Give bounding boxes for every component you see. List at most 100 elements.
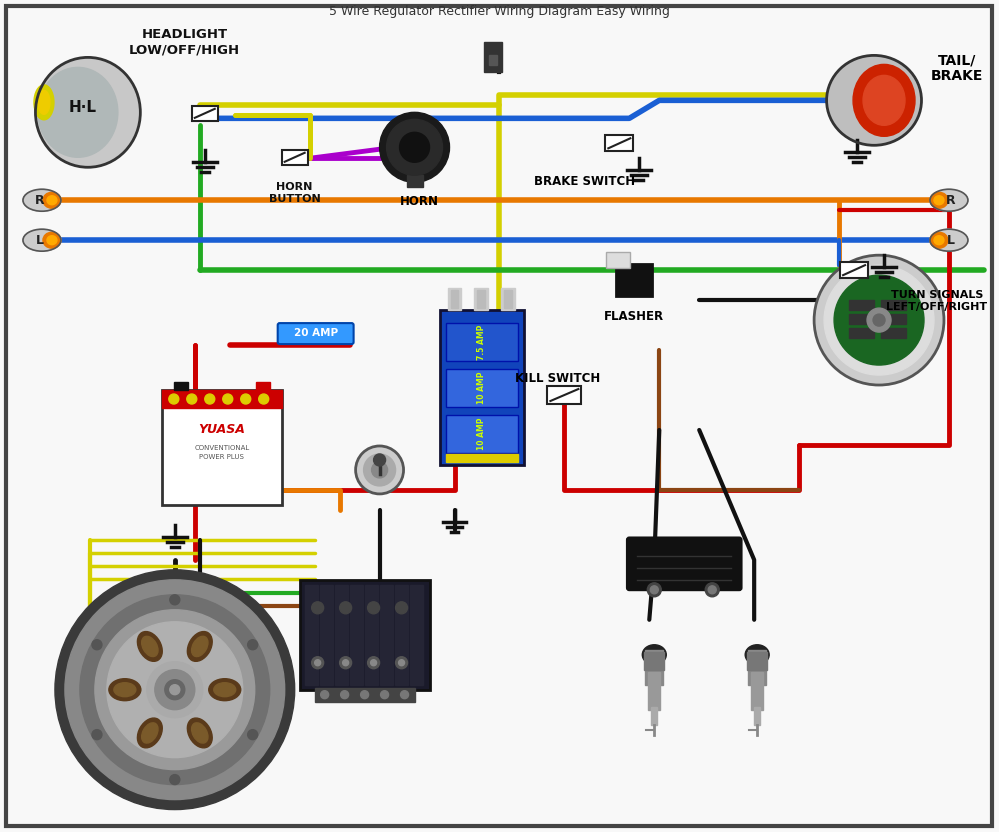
FancyBboxPatch shape — [192, 106, 218, 121]
FancyBboxPatch shape — [627, 537, 741, 590]
FancyBboxPatch shape — [278, 323, 354, 344]
Ellipse shape — [114, 683, 136, 696]
Ellipse shape — [209, 679, 241, 701]
Circle shape — [248, 640, 258, 650]
Bar — [748, 650, 766, 685]
Circle shape — [312, 602, 324, 614]
Ellipse shape — [214, 683, 236, 696]
Circle shape — [396, 602, 408, 614]
Circle shape — [361, 691, 369, 699]
Text: 10 AMP: 10 AMP — [478, 372, 487, 404]
Bar — [335, 585, 348, 685]
Bar — [881, 328, 906, 338]
FancyBboxPatch shape — [440, 310, 524, 465]
Text: TURN SIGNALS
LEFT/OFF/RIGHT: TURN SIGNALS LEFT/OFF/RIGHT — [886, 290, 988, 312]
Ellipse shape — [23, 189, 61, 211]
Circle shape — [95, 610, 255, 770]
Bar — [446, 454, 518, 462]
Circle shape — [55, 570, 295, 810]
Circle shape — [371, 660, 377, 666]
Circle shape — [169, 394, 179, 404]
Ellipse shape — [188, 631, 212, 661]
Ellipse shape — [853, 64, 915, 136]
Circle shape — [867, 308, 891, 332]
FancyBboxPatch shape — [300, 580, 430, 690]
Text: YUASA: YUASA — [199, 423, 245, 437]
Ellipse shape — [934, 196, 944, 205]
Bar — [645, 650, 663, 685]
Circle shape — [834, 275, 924, 365]
Text: KILL SWITCH: KILL SWITCH — [514, 372, 600, 385]
Circle shape — [708, 586, 716, 594]
FancyBboxPatch shape — [605, 136, 633, 151]
Text: 7.5 AMP: 7.5 AMP — [478, 324, 487, 359]
Circle shape — [223, 394, 233, 404]
Circle shape — [170, 685, 180, 695]
Bar — [881, 314, 906, 324]
FancyBboxPatch shape — [162, 390, 282, 505]
Ellipse shape — [47, 235, 57, 245]
Text: HORN
BUTTON: HORN BUTTON — [269, 182, 321, 204]
Ellipse shape — [23, 229, 61, 251]
Circle shape — [650, 586, 658, 594]
Circle shape — [364, 454, 396, 486]
FancyBboxPatch shape — [606, 252, 630, 268]
Circle shape — [400, 132, 430, 162]
Ellipse shape — [38, 91, 50, 114]
Circle shape — [401, 691, 409, 699]
Bar — [162, 390, 282, 408]
Text: CONVENTIONAL: CONVENTIONAL — [194, 445, 250, 451]
Ellipse shape — [192, 636, 208, 656]
Text: L: L — [36, 234, 44, 247]
Ellipse shape — [930, 189, 968, 211]
Bar — [478, 290, 486, 308]
Circle shape — [340, 602, 352, 614]
Bar — [485, 42, 502, 72]
Ellipse shape — [192, 723, 208, 743]
Circle shape — [372, 462, 388, 478]
Text: BRAKE SWITCH: BRAKE SWITCH — [533, 176, 635, 188]
Circle shape — [374, 454, 386, 466]
Ellipse shape — [745, 645, 769, 665]
Bar — [849, 300, 874, 310]
Bar — [315, 688, 415, 701]
Text: HEADLIGHT
LOW/OFF/HIGH: HEADLIGHT LOW/OFF/HIGH — [129, 28, 241, 57]
Bar — [504, 290, 512, 308]
Circle shape — [170, 595, 180, 605]
Circle shape — [92, 730, 102, 740]
Text: R: R — [35, 194, 45, 206]
Bar — [365, 585, 378, 685]
Ellipse shape — [38, 67, 118, 157]
FancyBboxPatch shape — [840, 262, 868, 278]
Ellipse shape — [188, 718, 212, 748]
Circle shape — [241, 394, 251, 404]
Ellipse shape — [138, 718, 162, 748]
Bar — [305, 585, 318, 685]
Ellipse shape — [863, 76, 905, 126]
Bar — [475, 288, 489, 310]
Text: L: L — [947, 234, 955, 247]
Text: HORN: HORN — [400, 196, 439, 208]
FancyBboxPatch shape — [446, 369, 518, 407]
Circle shape — [343, 660, 349, 666]
Circle shape — [380, 112, 450, 182]
Bar — [648, 671, 660, 710]
Circle shape — [259, 394, 269, 404]
Bar — [747, 651, 767, 670]
FancyBboxPatch shape — [616, 265, 652, 296]
Circle shape — [873, 314, 885, 326]
Text: R: R — [946, 194, 956, 206]
Bar — [501, 288, 515, 310]
FancyBboxPatch shape — [446, 415, 518, 453]
Bar — [754, 706, 760, 725]
Circle shape — [312, 656, 324, 669]
Circle shape — [65, 580, 285, 800]
Circle shape — [107, 622, 243, 758]
Bar — [448, 288, 462, 310]
Circle shape — [155, 670, 195, 710]
Circle shape — [381, 691, 389, 699]
Circle shape — [248, 730, 258, 740]
Text: TAIL/
BRAKE: TAIL/ BRAKE — [931, 53, 983, 83]
Circle shape — [315, 660, 321, 666]
Circle shape — [647, 583, 661, 597]
